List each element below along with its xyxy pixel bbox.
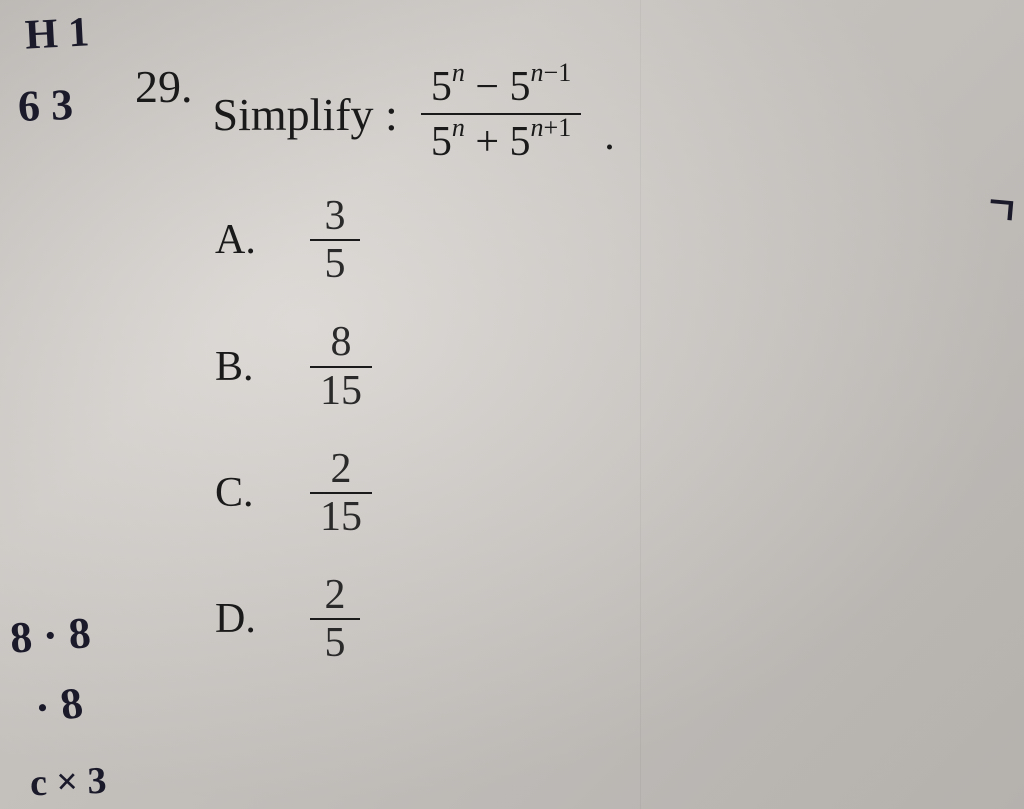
handwriting-bottom3: c × 3	[29, 759, 107, 806]
option-denominator: 5	[315, 241, 356, 287]
option-label: A.	[215, 216, 270, 264]
option-fraction: 2 5	[310, 572, 360, 666]
option-numerator: 3	[315, 193, 356, 239]
handwriting-top: H 1	[24, 8, 91, 59]
option-numerator: 8	[321, 319, 362, 365]
question-period: .	[604, 112, 615, 160]
option-fraction: 2 15	[310, 446, 372, 540]
question-text: Simplify : 5n − 5n−1 5n + 5n+1 .	[213, 60, 615, 168]
option-a: A. 3 5	[215, 193, 984, 287]
question-prompt: Simplify :	[213, 88, 398, 141]
option-denominator: 5	[315, 620, 356, 666]
option-numerator: 2	[315, 572, 356, 618]
option-fraction: 3 5	[310, 193, 360, 287]
handwriting-bottom2: · 8	[32, 677, 86, 734]
expression-numerator: 5n − 5n−1	[421, 60, 581, 113]
option-denominator: 15	[310, 494, 372, 540]
option-denominator: 15	[310, 368, 372, 414]
question-header: 29. Simplify : 5n − 5n−1 5n + 5n+1 .	[135, 60, 984, 168]
expression-denominator: 5n + 5n+1	[421, 115, 581, 168]
option-label: D.	[215, 595, 270, 643]
handwriting-right: ㄱ	[982, 179, 1022, 237]
option-b: B. 8 15	[215, 319, 984, 413]
option-fraction: 8 15	[310, 319, 372, 413]
options-list: A. 3 5 B. 8 15 C. 2 15 D.	[215, 193, 984, 667]
option-d: D. 2 5	[215, 572, 984, 666]
option-label: C.	[215, 469, 270, 517]
question-block: 29. Simplify : 5n − 5n−1 5n + 5n+1 . A. …	[135, 60, 984, 699]
option-label: B.	[215, 343, 270, 391]
option-numerator: 2	[321, 446, 362, 492]
question-number: 29.	[135, 60, 193, 113]
handwriting-bottom1: 8 · 8	[8, 607, 92, 664]
main-expression: 5n − 5n−1 5n + 5n+1	[421, 60, 581, 168]
option-c: C. 2 15	[215, 446, 984, 540]
handwriting-left: 6 3	[17, 79, 74, 132]
